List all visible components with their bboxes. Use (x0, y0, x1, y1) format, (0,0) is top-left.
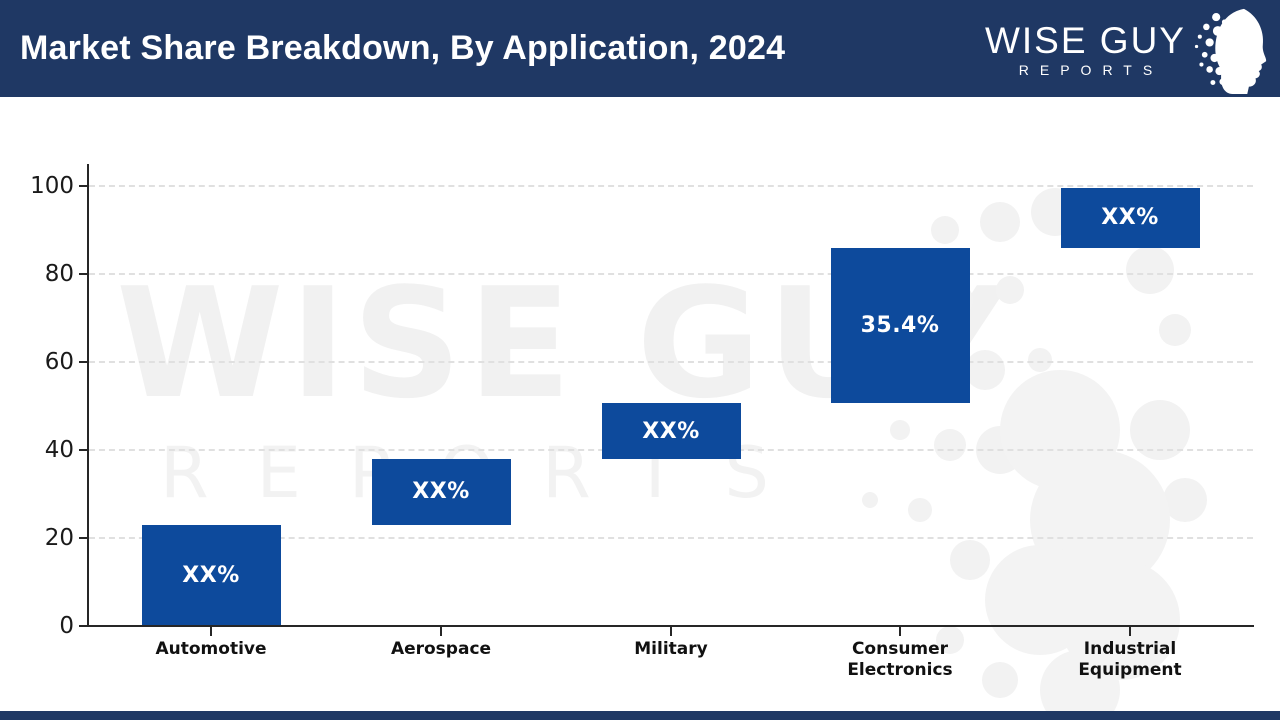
bar-value-label: XX% (642, 418, 700, 444)
x-tick-label-aerospace: Aerospace (390, 639, 492, 659)
logo-subtitle: REPORTS (1018, 61, 1164, 78)
bar-industrial-equipment: XX% (1060, 188, 1200, 248)
x-tick-label-industrial-equipment: Industrial Equipment (1078, 639, 1182, 680)
header: Market Share Breakdown, By Application, … (0, 0, 1280, 97)
y-tick-label-40: 40 (44, 437, 74, 463)
y-tick-label-80: 80 (44, 261, 74, 287)
bar-consumer-electronics: 35.4% (830, 247, 970, 404)
y-tick-mark-0 (79, 625, 87, 627)
x-tick-mark-consumer-electronics (899, 627, 901, 636)
y-tick-mark-80 (79, 273, 87, 275)
x-tick-label-consumer-electronics: Consumer Electronics (847, 639, 953, 680)
gridline-80 (89, 273, 1253, 275)
page-title: Market Share Breakdown, By Application, … (20, 29, 786, 67)
x-tick-mark-military (670, 627, 672, 636)
gridline-100 (89, 185, 1253, 187)
bar-value-label: XX% (412, 479, 470, 505)
x-tick-mark-automotive (210, 627, 212, 636)
logo-wordmark: WISE GUY (984, 19, 1186, 61)
y-tick-label-20: 20 (44, 525, 74, 551)
bar-military: XX% (601, 403, 741, 459)
logo-face-icon (1194, 8, 1267, 94)
bar-value-label: XX% (182, 562, 240, 588)
footer-bar (0, 711, 1280, 720)
y-tick-mark-20 (79, 537, 87, 539)
bar-value-label: 35.4% (860, 312, 940, 338)
x-tick-label-automotive: Automotive (155, 639, 267, 659)
gridline-20 (89, 537, 1253, 539)
x-tick-mark-aerospace (440, 627, 442, 636)
x-tick-label-military: Military (634, 639, 708, 659)
y-tick-mark-100 (79, 185, 87, 187)
x-axis-line (87, 625, 1254, 627)
y-tick-label-60: 60 (44, 349, 74, 375)
bar-automotive: XX% (141, 524, 281, 626)
y-tick-label-0: 0 (59, 613, 74, 639)
y-tick-mark-40 (79, 449, 87, 451)
gridline-60 (89, 361, 1253, 363)
bar-aerospace: XX% (371, 458, 511, 525)
bar-value-label: XX% (1101, 205, 1159, 231)
y-axis-line (87, 164, 89, 627)
wiseguy-logo: WISE GUY REPORTS (985, 4, 1272, 94)
y-tick-label-100: 100 (30, 173, 74, 199)
x-tick-mark-industrial-equipment (1129, 627, 1131, 636)
y-tick-mark-60 (79, 361, 87, 363)
wiseguy-logo-text: WISE GUY REPORTS (984, 19, 1186, 78)
